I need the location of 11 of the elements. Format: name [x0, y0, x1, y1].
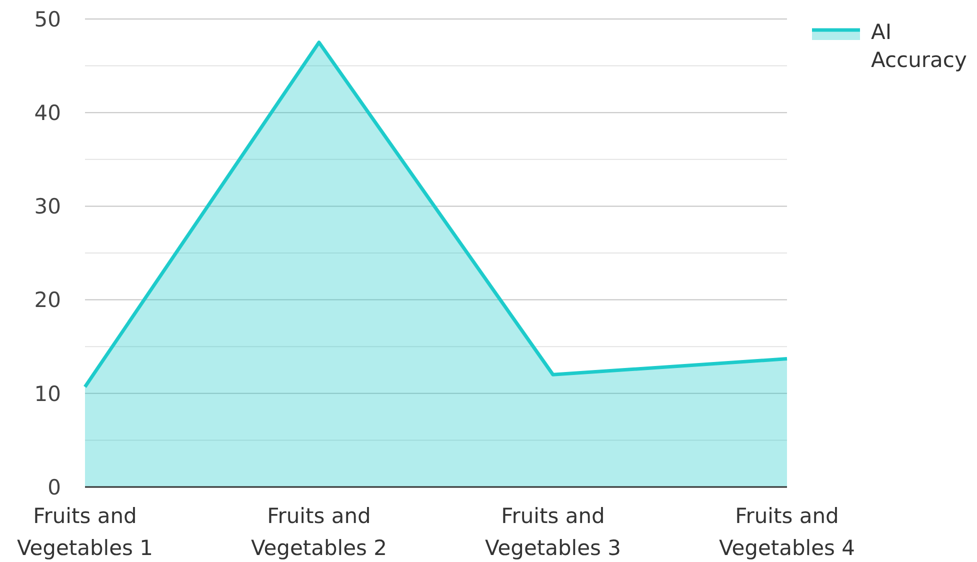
- x-tick-label: Fruits and Vegetables 4: [718, 504, 856, 560]
- legend-label: AI Accuracy: [871, 20, 967, 72]
- y-tick-label: 10: [34, 382, 61, 406]
- y-tick-label: 40: [34, 100, 61, 125]
- y-tick-label: 30: [34, 194, 61, 219]
- y-tick-label: 20: [34, 288, 61, 312]
- x-tick-label: Fruits and Vegetables 3: [484, 504, 622, 560]
- x-tick-label: Fruits and Vegetables 1: [16, 504, 154, 560]
- y-tick-label: 0: [48, 475, 61, 500]
- y-tick-label: 50: [34, 7, 61, 32]
- x-tick-label: Fruits and Vegetables 2: [250, 504, 388, 560]
